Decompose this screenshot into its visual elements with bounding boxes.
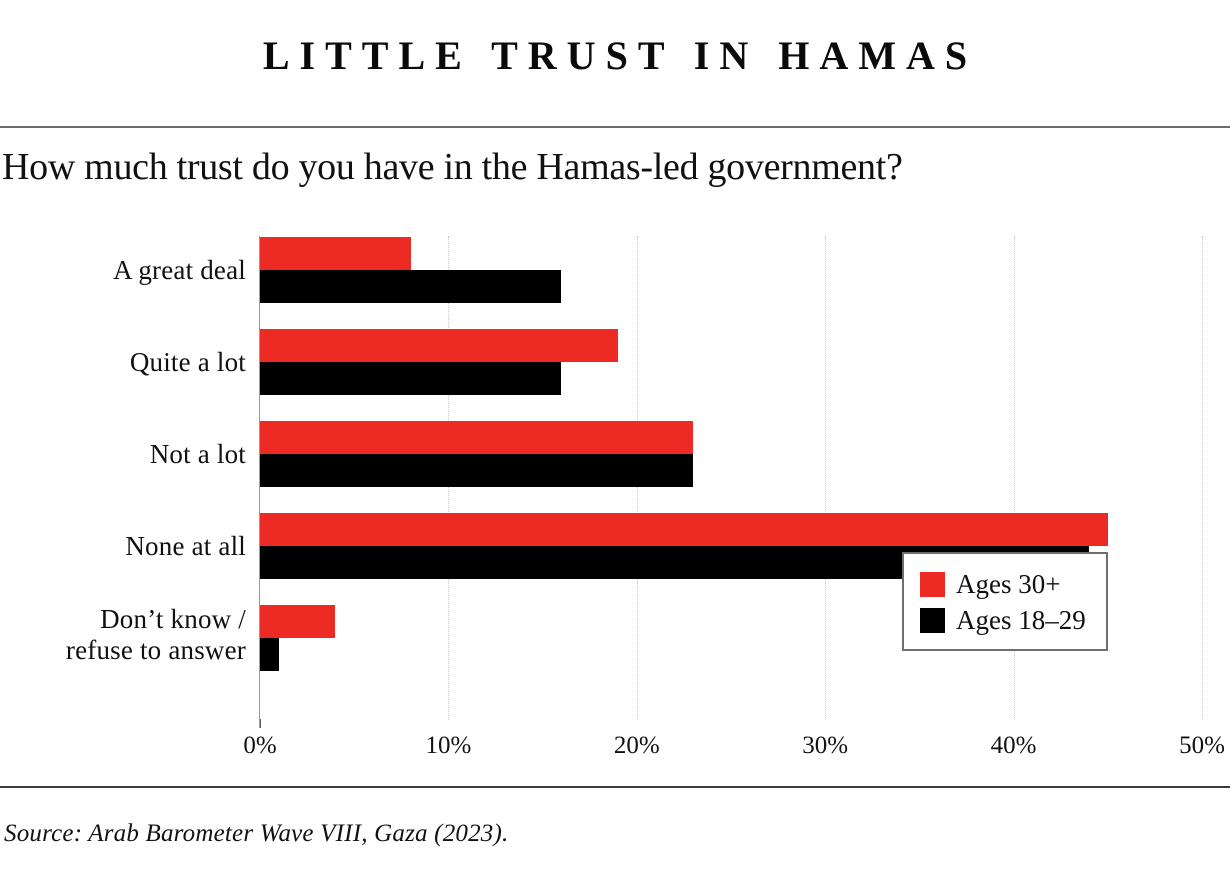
legend-entry-ages-18-29[interactable]: Ages 18–29 [920, 607, 1086, 634]
x-axis-tick-label: 0% [243, 732, 277, 759]
footer-divider [0, 786, 1230, 788]
legend-label: Ages 18–29 [956, 605, 1086, 635]
category-label: Don’t know / refuse to answer [65, 604, 246, 666]
bar-ages-30-plus[interactable] [260, 513, 1108, 546]
legend-swatch-icon [920, 572, 945, 597]
header-divider [0, 126, 1230, 128]
bar-group: A great deal [0, 236, 1230, 306]
bar-ages-30-plus[interactable] [260, 329, 618, 362]
gridline [1013, 236, 1015, 720]
category-label: None at all [125, 531, 246, 562]
chart-subtitle: How much trust do you have in the Hamas-… [2, 146, 903, 188]
source-note: Source: Arab Barometer Wave VIII, Gaza (… [4, 820, 509, 847]
gridline [1202, 236, 1203, 720]
gridline [825, 236, 827, 720]
page-title: LITTLE TRUST IN HAMAS [262, 33, 978, 78]
x-axis: 0% 10% 20% 30% 40% 50% [0, 719, 1230, 772]
bar-group: Not a lot [0, 420, 1230, 490]
bar-group: Don’t know / refuse to answer [0, 604, 1230, 674]
x-axis-tick-label: 30% [802, 732, 849, 759]
category-label: A great deal [113, 255, 246, 286]
category-label: Not a lot [149, 439, 246, 470]
x-axis-tick-label: 50% [1179, 732, 1225, 759]
chart-legend: Ages 30+ Ages 18–29 [902, 552, 1108, 651]
legend-entry-ages-30-plus[interactable]: Ages 30+ [920, 571, 1060, 598]
x-axis-tick-label: 20% [613, 732, 660, 759]
bar-ages-18-29[interactable] [260, 362, 562, 395]
y-axis-line [259, 236, 260, 728]
bar-group: Quite a lot [0, 328, 1230, 398]
legend-label: Ages 30+ [956, 569, 1061, 599]
x-axis-tick [260, 719, 261, 728]
bar-ages-18-29[interactable] [260, 454, 694, 487]
bar-ages-18-29[interactable] [260, 270, 562, 303]
bar-ages-18-29[interactable] [260, 638, 279, 671]
x-axis-tick-label: 10% [425, 732, 472, 759]
category-label: Quite a lot [129, 347, 246, 378]
bar-ages-30-plus[interactable] [260, 421, 694, 454]
chart-plot-area: A great deal Quite a lot Not a lot None at … [0, 228, 1230, 759]
bar-ages-30-plus[interactable] [260, 237, 411, 270]
bar-ages-30-plus[interactable] [260, 605, 336, 638]
legend-swatch-icon [920, 608, 945, 633]
x-axis-tick-label: 40% [990, 732, 1037, 759]
